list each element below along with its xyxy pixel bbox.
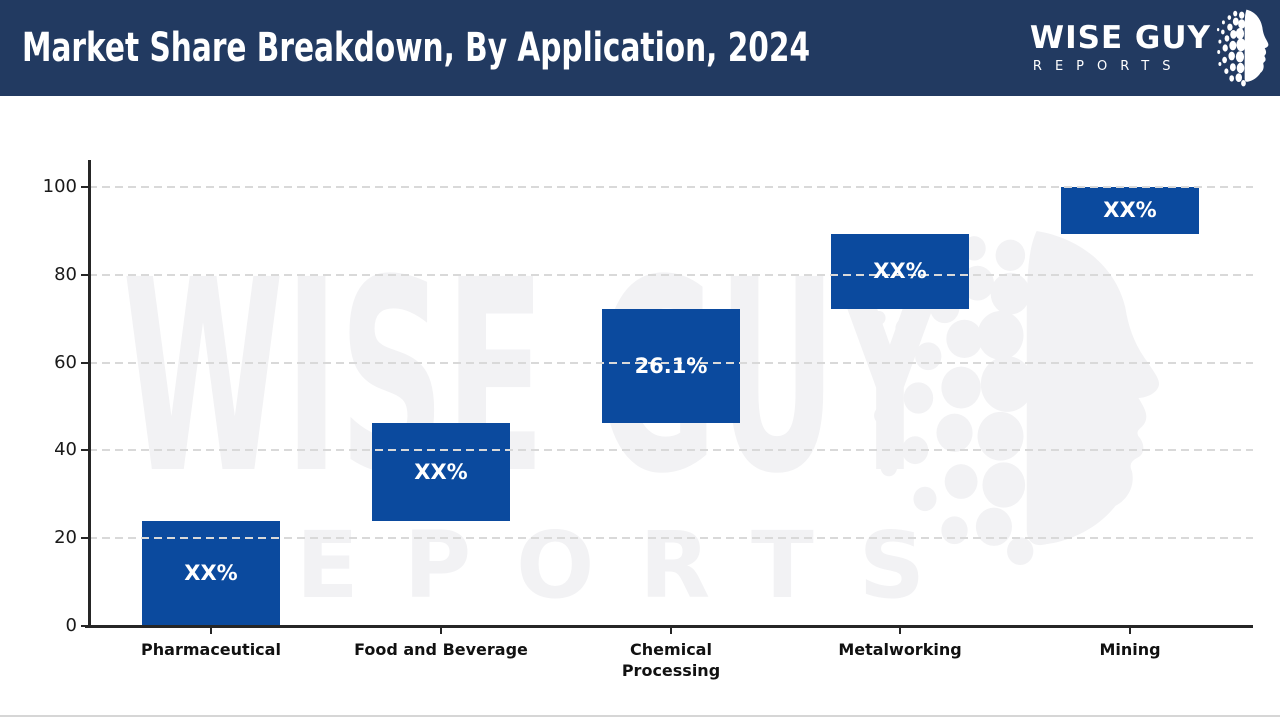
logo-text: WISE GUY REPORTS bbox=[1029, 20, 1211, 74]
dotted-head-icon bbox=[1216, 9, 1269, 87]
bottom-divider bbox=[0, 715, 1280, 717]
y-tick-label: 100 bbox=[42, 176, 77, 197]
y-tick-label: 60 bbox=[54, 351, 77, 373]
gridline bbox=[89, 449, 1253, 452]
y-tick-mark bbox=[81, 186, 89, 188]
y-tick-label: 40 bbox=[54, 439, 77, 461]
gridline bbox=[89, 273, 1253, 276]
gridline bbox=[89, 537, 1253, 540]
x-tick-mark bbox=[440, 627, 442, 634]
bar-food-and-beverage bbox=[372, 423, 510, 521]
logo-subtitle: REPORTS bbox=[1032, 59, 1184, 74]
x-tick-mark bbox=[899, 627, 901, 634]
y-tick-mark bbox=[81, 537, 89, 540]
y-axis bbox=[88, 160, 91, 628]
y-tick-mark bbox=[81, 449, 89, 452]
x-tick-mark bbox=[210, 627, 212, 634]
page-title: Market Share Breakdown, By Application, … bbox=[22, 25, 811, 71]
y-tick-label: 0 bbox=[65, 615, 77, 636]
gridline bbox=[89, 361, 1253, 364]
x-tick-mark bbox=[670, 627, 672, 634]
bar-metalworking bbox=[831, 233, 969, 309]
bar-chemical-processing bbox=[602, 308, 740, 424]
x-tick-label: Chemical Processing bbox=[621, 640, 721, 680]
x-axis bbox=[85, 625, 1253, 628]
x-tick-label: Metalworking bbox=[838, 640, 962, 659]
logo-wordmark: WISE GUY bbox=[1029, 20, 1211, 56]
x-tick-mark bbox=[1129, 627, 1131, 634]
bar-mining bbox=[1061, 187, 1199, 234]
header: Market Share Breakdown, By Application, … bbox=[0, 0, 1280, 96]
y-tick-mark bbox=[81, 361, 89, 364]
y-tick-label: 20 bbox=[54, 527, 77, 549]
y-tick-label: 80 bbox=[54, 263, 77, 285]
x-tick-label: Mining bbox=[1099, 640, 1161, 659]
wise-guy-reports-logo: WISE GUY REPORTS bbox=[1030, 6, 1270, 90]
y-tick-mark bbox=[81, 273, 89, 276]
x-tick-label: Pharmaceutical bbox=[141, 640, 281, 659]
x-tick-label: Food and Beverage bbox=[354, 640, 528, 659]
gridline bbox=[89, 186, 1253, 188]
